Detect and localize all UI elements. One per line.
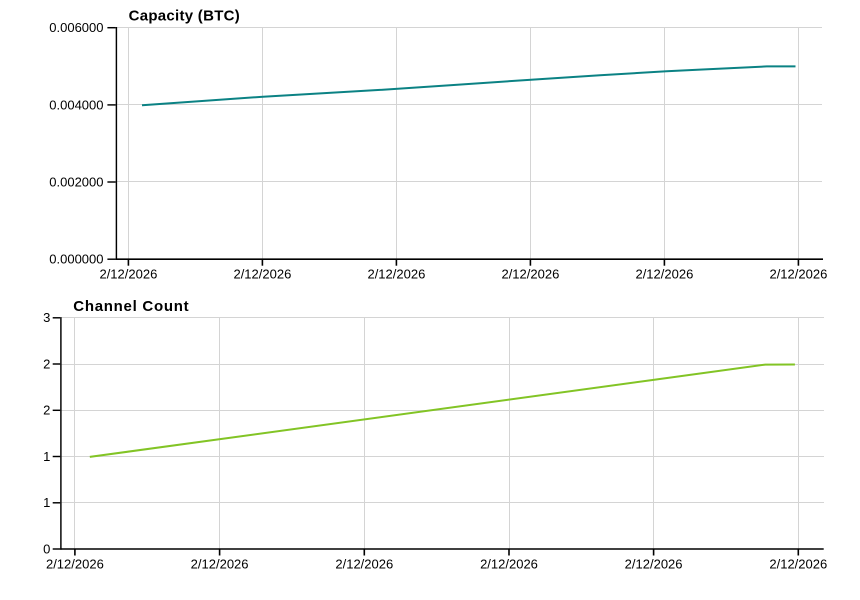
svg-text:2/12/2026: 2/12/2026 — [625, 556, 683, 571]
svg-text:1: 1 — [43, 449, 50, 464]
svg-text:2/12/2026: 2/12/2026 — [635, 267, 693, 282]
svg-text:2/12/2026: 2/12/2026 — [46, 556, 104, 571]
svg-text:0: 0 — [43, 541, 50, 556]
svg-text:2/12/2026: 2/12/2026 — [335, 556, 393, 571]
svg-text:2/12/2026: 2/12/2026 — [367, 267, 425, 282]
svg-text:1: 1 — [43, 495, 50, 510]
svg-text:Channel Count: Channel Count — [73, 298, 189, 315]
svg-text:2/12/2026: 2/12/2026 — [233, 267, 291, 282]
svg-text:Capacity (BTC): Capacity (BTC) — [129, 8, 240, 25]
svg-text:2: 2 — [43, 356, 50, 371]
svg-text:0.006000: 0.006000 — [49, 20, 103, 35]
svg-text:2/12/2026: 2/12/2026 — [99, 267, 157, 282]
svg-text:2/12/2026: 2/12/2026 — [501, 267, 559, 282]
svg-text:2: 2 — [43, 403, 50, 418]
svg-text:3: 3 — [43, 310, 50, 325]
svg-text:0.000000: 0.000000 — [49, 252, 103, 267]
svg-text:2/12/2026: 2/12/2026 — [480, 556, 538, 571]
svg-text:2/12/2026: 2/12/2026 — [769, 267, 827, 282]
svg-text:0.004000: 0.004000 — [49, 97, 103, 112]
svg-text:2/12/2026: 2/12/2026 — [769, 556, 827, 571]
svg-text:2/12/2026: 2/12/2026 — [191, 556, 249, 571]
svg-text:0.002000: 0.002000 — [49, 174, 103, 189]
